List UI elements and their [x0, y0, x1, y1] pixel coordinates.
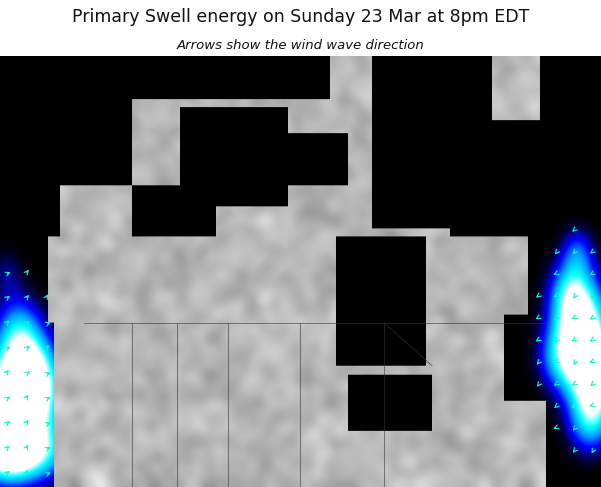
Text: Primary Swell energy on Sunday 23 Mar at 8pm EDT: Primary Swell energy on Sunday 23 Mar at… — [72, 8, 529, 26]
Text: Arrows show the wind wave direction: Arrows show the wind wave direction — [177, 39, 424, 53]
